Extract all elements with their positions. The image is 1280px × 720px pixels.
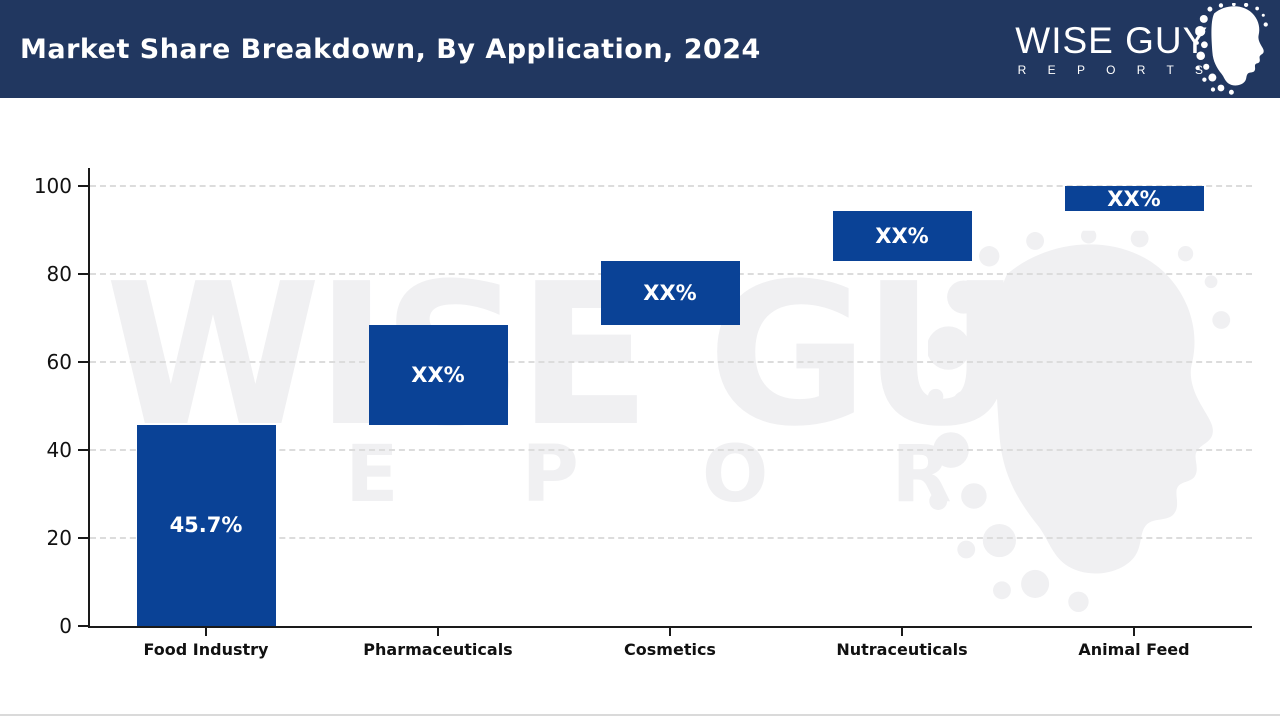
bar-nutraceuticals: XX% <box>832 211 972 261</box>
y-axis-line <box>88 168 90 628</box>
logo-subtitle: R E P O R T S <box>1017 62 1212 77</box>
logo-wordmark: WISE GUY <box>1015 19 1209 61</box>
watermark-head-icon <box>928 228 1234 616</box>
y-tick-label: 60 <box>46 350 72 374</box>
y-tick-label: 80 <box>46 262 72 286</box>
bar-cosmetics: XX% <box>600 260 740 325</box>
gridline <box>90 537 1252 539</box>
bar-value-label: 45.7% <box>169 513 243 538</box>
x-category-label: Nutraceuticals <box>836 640 968 659</box>
y-tick-label: 100 <box>33 174 72 198</box>
gridline <box>90 449 1252 451</box>
y-tick <box>78 185 88 187</box>
x-category-label: Animal Feed <box>1078 640 1190 659</box>
y-tick <box>78 449 88 451</box>
y-tick-label: 40 <box>46 438 72 462</box>
bar-value-label: XX% <box>1107 186 1161 211</box>
logo-text: WISE GUY R E P O R T S <box>1012 22 1212 77</box>
watermark-subtitle: R E P O R T S <box>162 430 1176 592</box>
x-category-label: Food Industry <box>143 640 269 659</box>
bottom-divider <box>0 714 1280 716</box>
x-tick <box>437 628 439 636</box>
gridline <box>90 361 1252 363</box>
x-tick <box>205 628 207 636</box>
wise-guy-reports-logo: WISE GUY R E P O R T S <box>1012 0 1270 98</box>
bar-animal-feed: XX% <box>1064 186 1204 212</box>
x-category-label: Pharmaceuticals <box>363 640 513 659</box>
x-axis-line <box>88 626 1252 628</box>
x-category-label: Cosmetics <box>624 640 716 659</box>
y-tick-label: 0 <box>59 614 72 638</box>
x-tick <box>1133 628 1135 636</box>
header: Market Share Breakdown, By Application, … <box>0 0 1280 98</box>
y-tick <box>78 273 88 275</box>
bar-value-label: XX% <box>411 362 465 387</box>
gridline <box>90 185 1252 187</box>
x-tick <box>669 628 671 636</box>
y-tick <box>78 361 88 363</box>
page-title: Market Share Breakdown, By Application, … <box>20 33 761 65</box>
bar-pharmaceuticals: XX% <box>368 324 508 425</box>
y-tick <box>78 625 88 627</box>
bar-value-label: XX% <box>875 223 929 248</box>
bar-value-label: XX% <box>643 280 697 305</box>
bar-food-industry: 45.7% <box>136 424 276 626</box>
x-tick <box>901 628 903 636</box>
y-tick-label: 20 <box>46 526 72 550</box>
y-tick <box>78 537 88 539</box>
